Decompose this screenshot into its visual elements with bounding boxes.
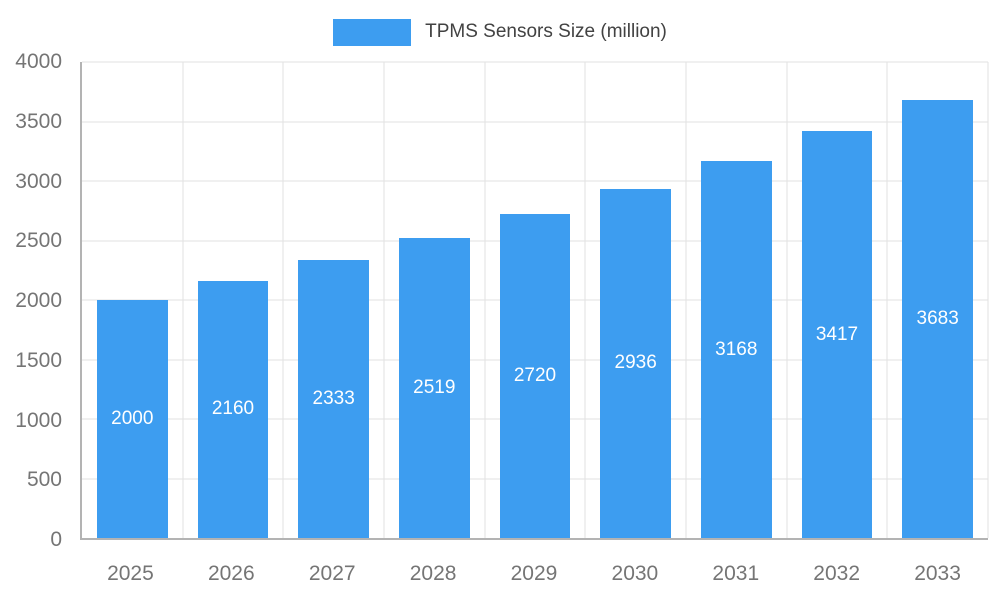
x-tick-label: 2027 <box>308 562 356 585</box>
x-tick-label: 2025 <box>107 562 154 585</box>
h-gridline <box>82 121 988 122</box>
v-gridline <box>383 62 385 538</box>
y-tick-label: 1500 <box>15 348 62 372</box>
bar: 2000 <box>97 300 168 538</box>
chart-legend[interactable]: TPMS Sensors Size (million) <box>0 17 1000 47</box>
bar: 2519 <box>399 238 470 538</box>
x-tick-label: 2028 <box>409 562 457 585</box>
x-tick-label: 2032 <box>813 562 861 585</box>
y-tick-label: 2000 <box>15 289 62 312</box>
bar-value-label: 2000 <box>111 408 154 429</box>
y-tick-label: 3500 <box>15 109 62 133</box>
y-tick-label: 0 <box>50 528 62 551</box>
y-tick-label: 500 <box>26 468 62 492</box>
y-tick-label: 1000 <box>15 408 62 432</box>
bar: 2720 <box>499 214 571 538</box>
bar-value-label: 3417 <box>815 323 859 345</box>
bar: 2936 <box>600 188 671 538</box>
y-tick-label: 3000 <box>15 169 62 193</box>
v-gridline <box>886 62 888 538</box>
x-axis: 2025 2026 2027 2028 2029 2030 2031 2032 2033 <box>80 558 988 590</box>
legend-swatch-icon <box>333 18 412 46</box>
bar-value-label: 3168 <box>715 338 758 360</box>
h-gridline <box>82 180 988 182</box>
v-gridline <box>282 62 284 538</box>
bar: 3683 <box>902 99 973 538</box>
bar-value-label: 2519 <box>413 377 456 399</box>
v-gridline <box>182 62 184 538</box>
y-tick-label: 2500 <box>15 229 62 253</box>
y-axis: 0 500 1000 1500 2000 2500 3000 3500 4000 <box>0 50 70 551</box>
y-tick-label: 4000 <box>15 50 62 73</box>
x-tick-label: 2026 <box>207 562 255 585</box>
x-tick-label: 2033 <box>914 562 961 585</box>
bar-value-label: 2720 <box>513 365 557 387</box>
x-tick-label: 2029 <box>510 562 558 585</box>
v-gridline <box>987 62 989 538</box>
plot-area: 2000 2160 2333 2519 2720 2936 3168 3417 3683 <box>80 61 989 540</box>
bar-value-label: 2160 <box>211 398 255 420</box>
v-gridline <box>484 62 486 538</box>
h-gridline <box>82 61 988 63</box>
bar-value-label: 3683 <box>916 307 959 329</box>
v-gridline <box>685 62 687 538</box>
v-gridline <box>786 62 788 538</box>
bar: 2333 <box>298 260 369 538</box>
bar-value-label: 2333 <box>312 388 355 410</box>
x-tick-label: 2031 <box>712 562 760 585</box>
v-gridline <box>584 62 586 538</box>
legend-label: TPMS Sensors Size (million) <box>425 21 667 42</box>
bar-value-label: 2936 <box>614 352 657 374</box>
x-tick-label: 2030 <box>611 562 659 585</box>
bar: 2160 <box>197 280 269 538</box>
bar: 3168 <box>701 161 772 538</box>
bar: 3417 <box>801 131 873 538</box>
